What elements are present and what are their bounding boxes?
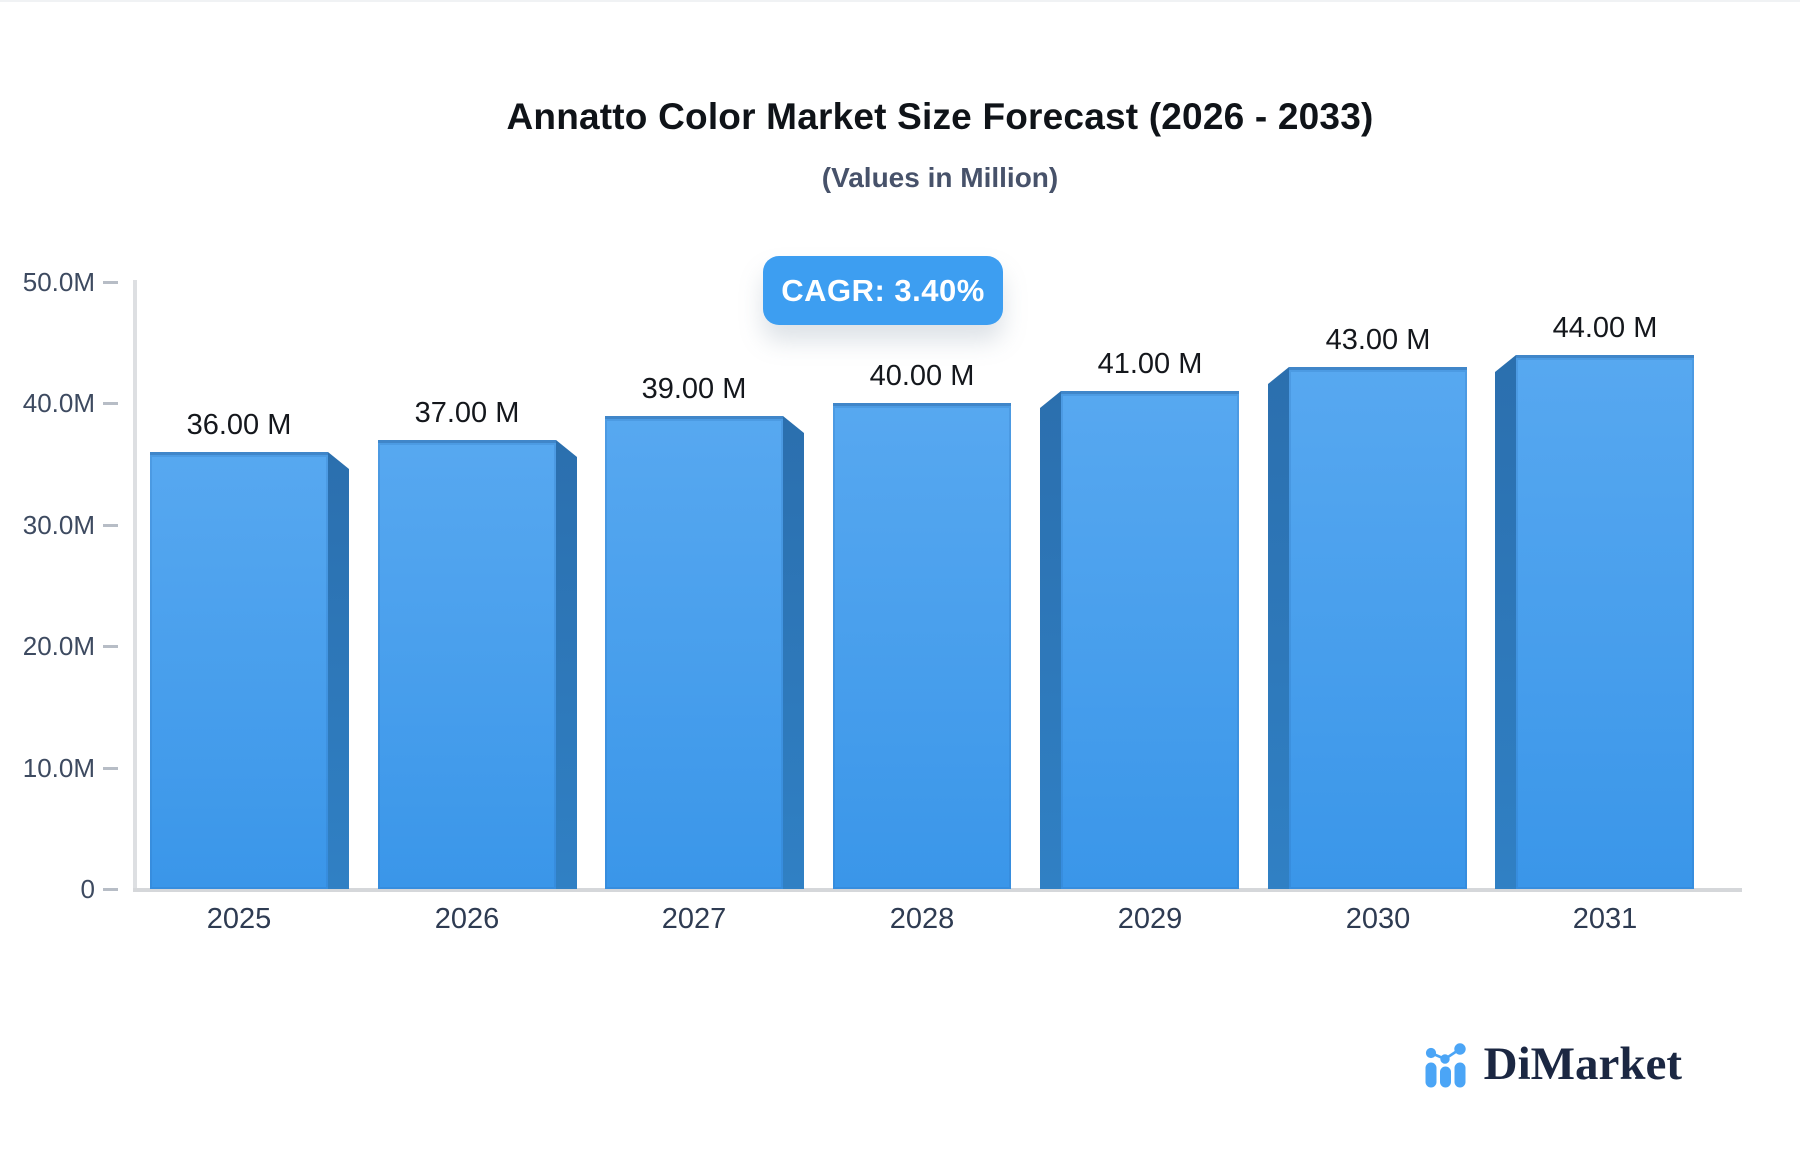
bar-3d-side	[556, 440, 577, 889]
bar[interactable]	[605, 416, 783, 889]
bar-value-label: 37.00 M	[414, 397, 520, 429]
y-axis-tick-mark	[103, 766, 118, 770]
bar-3d-side	[1495, 355, 1516, 889]
bar-value-label: 39.00 M	[641, 373, 747, 405]
y-axis-tick-label: 0	[80, 874, 95, 904]
bar-3d-side	[1268, 367, 1289, 889]
bar-value-label: 40.00 M	[869, 360, 975, 392]
y-axis-tick-mark	[103, 645, 118, 649]
brand-name: DiMarket	[1483, 1038, 1682, 1090]
chart-subtitle: (Values in Million)	[821, 162, 1059, 193]
y-axis-tick-mark	[103, 523, 118, 527]
bar[interactable]	[1516, 355, 1694, 889]
y-axis-tick-label: 50.0M	[22, 267, 95, 297]
x-axis-line	[133, 888, 1742, 892]
bar-value-label: 44.00 M	[1552, 312, 1658, 344]
brand-logo: DiMarket	[1422, 1038, 1682, 1090]
x-axis-label: 2027	[661, 903, 727, 935]
bar[interactable]	[1061, 391, 1239, 889]
cagr-badge-label: CAGR: 3.40%	[781, 272, 985, 308]
bar-value-label: 43.00 M	[1325, 324, 1431, 356]
y-axis-tick-mark	[103, 402, 118, 406]
y-axis-tick-mark	[103, 888, 118, 891]
y-axis-tick-label: 30.0M	[22, 509, 95, 540]
y-axis-tick-label: 40.0M	[22, 388, 95, 419]
bar[interactable]	[1289, 367, 1467, 889]
bar[interactable]	[150, 452, 328, 889]
x-axis-label: 2029	[1117, 903, 1183, 935]
bar-value-label: 41.00 M	[1097, 348, 1203, 380]
x-axis-label: 2030	[1345, 903, 1411, 935]
x-axis-label: 2028	[889, 903, 955, 935]
bar-chart-trend-icon	[1425, 1043, 1466, 1088]
bar-3d-side	[783, 416, 804, 889]
x-axis-label: 2031	[1572, 903, 1638, 935]
bar[interactable]	[378, 440, 556, 889]
y-axis-line	[133, 280, 137, 891]
y-axis-tick-mark	[103, 281, 118, 284]
x-axis-label: 2025	[206, 903, 272, 935]
bar-3d-side	[1040, 391, 1061, 889]
y-axis-tick-label: 20.0M	[22, 631, 95, 662]
x-axis-label: 2026	[434, 903, 500, 935]
bar-value-label: 36.00 M	[186, 409, 292, 441]
bar-3d-side	[328, 452, 349, 889]
bar[interactable]	[833, 403, 1011, 889]
y-axis-tick-label: 10.0M	[22, 752, 95, 783]
chart-title: Annatto Color Market Size Forecast (2026…	[506, 96, 1374, 137]
cagr-badge: CAGR: 3.40%	[763, 256, 1003, 325]
